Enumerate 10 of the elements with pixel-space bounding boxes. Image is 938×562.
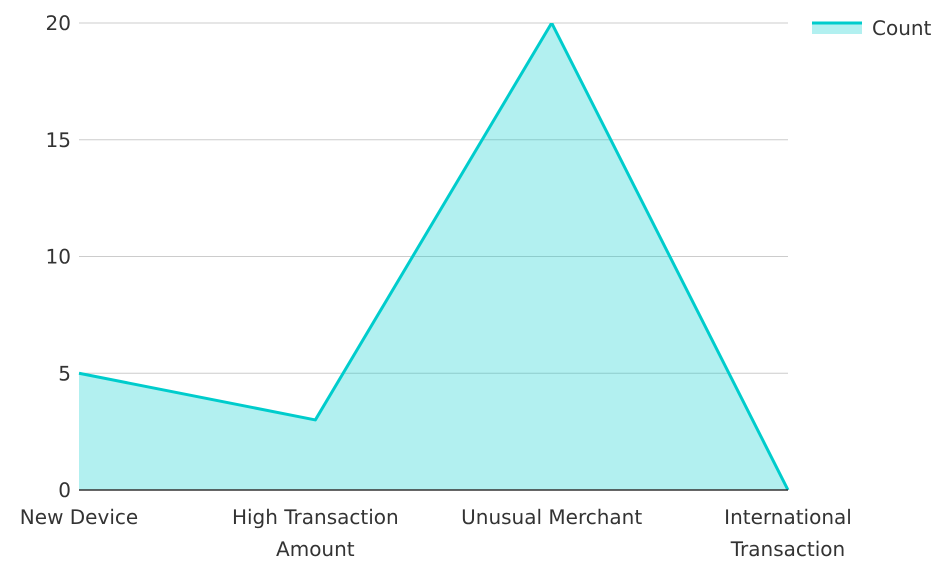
x-tick-label: International Transaction (724, 505, 852, 561)
y-tick-label: 5 (58, 361, 71, 386)
x-tick-label: New Device (20, 505, 138, 529)
x-tick-label: High Transaction Amount (232, 505, 399, 561)
legend-label: Count (872, 16, 932, 40)
y-tick-label: 15 (46, 128, 71, 152)
y-tick-label: 0 (58, 478, 71, 502)
x-tick-label: Unusual Merchant (461, 505, 642, 529)
y-tick-label: 20 (46, 11, 71, 36)
y-tick-label: 10 (46, 244, 71, 269)
